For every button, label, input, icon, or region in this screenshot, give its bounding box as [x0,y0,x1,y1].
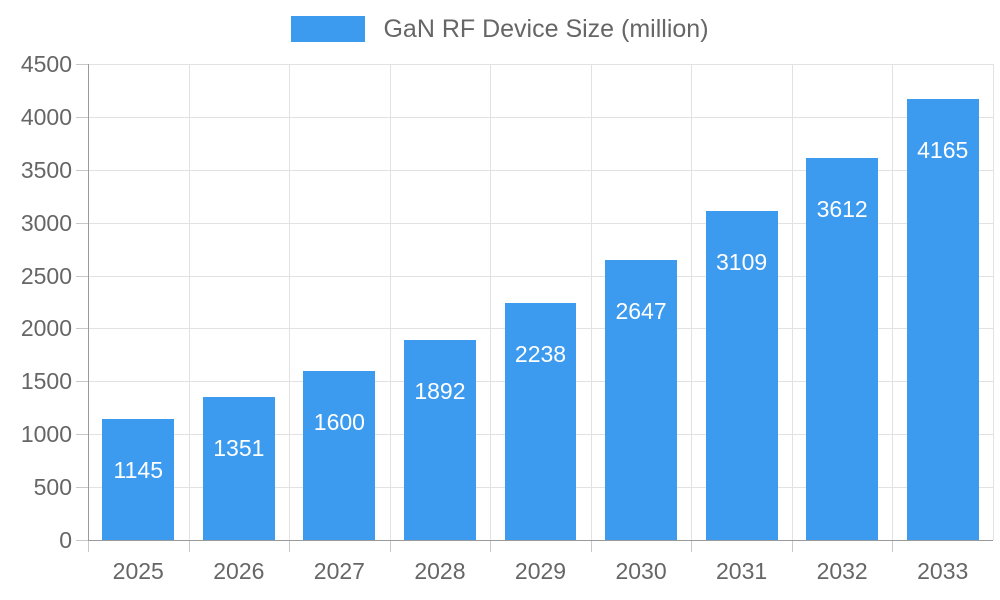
x-axis-tick [490,541,492,552]
x-axis-tick-label: 2026 [213,558,265,584]
chart-legend: GaN RF Device Size (million) [0,0,1000,58]
y-axis-tick-label: 0 [59,527,72,553]
plot-right-border [993,64,994,540]
x-axis-tick [389,541,391,552]
x-axis-line [88,540,993,541]
y-gridline [88,64,993,65]
bar-2033[interactable] [906,99,979,540]
legend-item-gan-rf-device-size[interactable]: GaN RF Device Size (million) [291,14,709,43]
y-gridline [88,275,993,277]
y-axis-tick-label: 3500 [20,156,72,183]
y-axis-tick-label: 2500 [20,262,72,289]
y-gridline [88,169,993,171]
bar-2030[interactable] [605,260,677,540]
x-axis-tick-label: 2029 [514,558,567,584]
y-axis-tick-label: 4000 [20,103,72,130]
y-axis-tick-label: 2000 [20,315,72,342]
y-axis-tick-label: 4500 [20,51,72,77]
x-axis-tick-label: 2032 [816,558,868,584]
x-gridline [791,64,793,540]
bar-2025[interactable] [102,418,175,540]
bar-2026[interactable] [202,397,275,540]
x-axis-tick [289,541,291,552]
y-axis-line [88,64,89,541]
y-axis-tick [76,116,88,118]
x-gridline [892,64,894,540]
x-axis-tick [590,541,592,552]
x-gridline [188,64,190,540]
x-axis-tick-label: 2031 [716,558,768,584]
bar-2027[interactable] [303,370,376,540]
x-axis-tick [88,541,89,552]
bar-2028[interactable] [403,339,476,540]
x-axis-tick-label: 2028 [414,558,466,584]
y-axis-tick [76,328,88,330]
x-axis-tick-label: 2025 [112,558,164,584]
y-gridline [88,222,993,224]
y-axis-tick [76,434,88,436]
y-axis-tick-label: 1500 [20,368,72,395]
bar-2029[interactable] [504,303,577,540]
x-axis-tick [892,541,894,552]
x-axis-tick [691,541,693,552]
x-axis-tick-label: 2027 [313,558,365,584]
y-axis-tick [76,275,88,277]
y-axis-tick-label: 3000 [20,209,72,236]
x-axis-tick [188,541,190,552]
y-axis-tick [76,381,88,383]
bar-2031[interactable] [705,211,778,540]
y-axis-tick [76,169,88,171]
y-axis-tick [76,64,88,65]
y-axis-tick-label: 1000 [20,421,72,448]
x-gridline [691,64,693,540]
x-axis-tick [791,541,793,552]
legend-color-swatch [291,16,366,42]
y-axis-tick-label: 500 [33,474,72,501]
legend-label: GaN RF Device Size (million) [383,14,709,43]
y-gridline [88,116,993,118]
bar-2032[interactable] [806,157,879,540]
y-axis-tick [76,222,88,224]
x-gridline [289,64,291,540]
x-gridline [389,64,391,540]
x-gridline [490,64,492,540]
y-axis-tick [76,540,88,541]
x-axis-tick-label: 2033 [917,558,969,584]
x-axis-tick-label: 2030 [615,558,667,584]
x-gridline [590,64,592,540]
y-axis-tick [76,487,88,489]
